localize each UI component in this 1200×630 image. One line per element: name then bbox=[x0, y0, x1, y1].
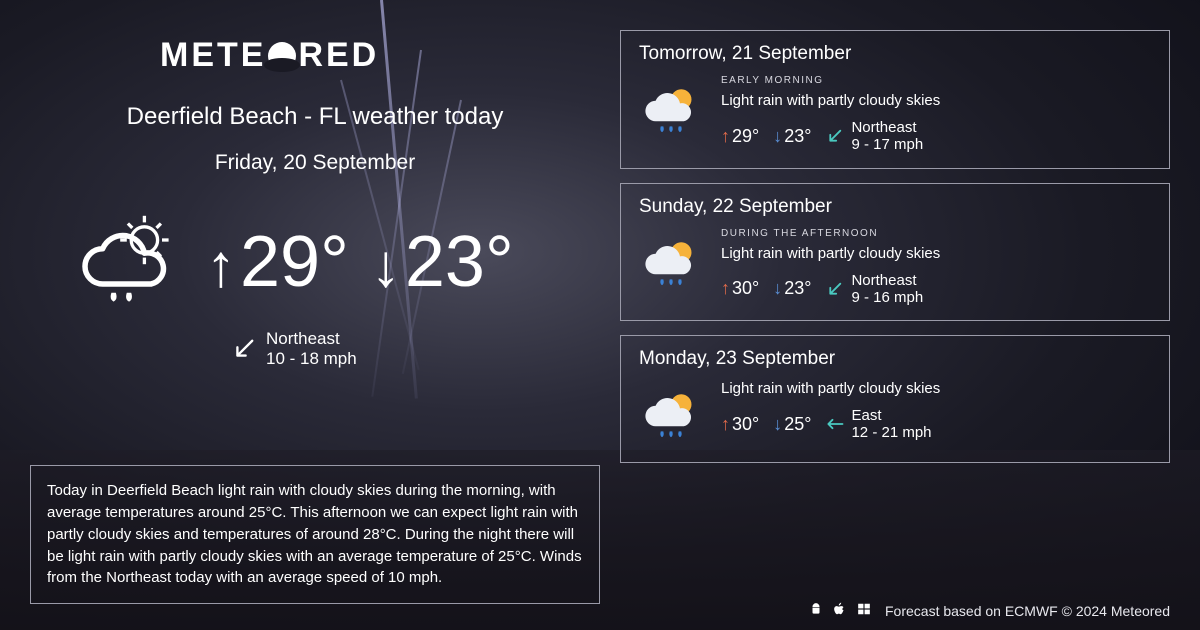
forecast-wind-dir: Northeast bbox=[851, 272, 923, 289]
rain-cloud-sun-icon bbox=[639, 232, 703, 296]
today-wind-speed: 10 - 18 mph bbox=[266, 349, 357, 369]
forecast-wind-speed: 12 - 21 mph bbox=[851, 424, 931, 441]
logo-sun-icon bbox=[268, 42, 296, 70]
forecast-card: Monday, 23 September Light rain with par… bbox=[620, 335, 1170, 463]
forecast-wind: Northeast 9 - 16 mph bbox=[825, 272, 923, 307]
today-wind: Northeast 10 - 18 mph bbox=[30, 329, 600, 370]
forecast-wind-speed: 9 - 17 mph bbox=[851, 136, 923, 153]
brand-logo: METERED bbox=[160, 36, 600, 75]
forecast-card: Tomorrow, 21 September EARLY MORNING Lig… bbox=[620, 30, 1170, 169]
wind-direction-icon bbox=[825, 279, 845, 299]
forecast-high: ↑30° bbox=[721, 278, 759, 299]
current-conditions: ↑29° ↓23° bbox=[30, 207, 600, 317]
forecast-low: ↓23° bbox=[773, 126, 811, 147]
apple-icon bbox=[833, 602, 847, 620]
rain-cloud-sun-icon bbox=[639, 384, 703, 448]
wind-direction-icon bbox=[230, 335, 258, 363]
today-wind-dir: Northeast bbox=[266, 329, 357, 349]
arrow-up-icon: ↑ bbox=[206, 236, 236, 296]
forecast-period: EARLY MORNING bbox=[721, 75, 1151, 86]
forecast-list: Tomorrow, 21 September EARLY MORNING Lig… bbox=[620, 30, 1170, 612]
wind-direction-icon bbox=[825, 126, 845, 146]
forecast-period: DURING THE AFTERNOON bbox=[721, 228, 1151, 239]
forecast-wind-dir: Northeast bbox=[851, 119, 923, 136]
today-description: Today in Deerfield Beach light rain with… bbox=[30, 465, 600, 604]
forecast-wind-speed: 9 - 16 mph bbox=[851, 289, 923, 306]
rain-cloud-sun-icon bbox=[639, 79, 703, 143]
arrow-down-icon: ↓ bbox=[773, 414, 782, 435]
location-title: Deerfield Beach - FL weather today bbox=[30, 103, 600, 131]
forecast-condition: Light rain with partly cloudy skies bbox=[721, 92, 1151, 109]
footer: Forecast based on ECMWF © 2024 Meteored bbox=[809, 602, 1170, 620]
forecast-date: Monday, 23 September bbox=[639, 348, 1151, 370]
arrow-up-icon: ↑ bbox=[721, 126, 730, 147]
forecast-condition: Light rain with partly cloudy skies bbox=[721, 380, 1151, 397]
android-icon bbox=[809, 602, 823, 620]
forecast-wind-dir: East bbox=[851, 407, 931, 424]
wind-direction-icon bbox=[825, 414, 845, 434]
arrow-up-icon: ↑ bbox=[721, 278, 730, 299]
forecast-date: Sunday, 22 September bbox=[639, 196, 1151, 218]
forecast-condition: Light rain with partly cloudy skies bbox=[721, 245, 1151, 262]
footer-attribution: Forecast based on ECMWF © 2024 Meteored bbox=[885, 603, 1170, 619]
forecast-wind: Northeast 9 - 17 mph bbox=[825, 119, 923, 154]
windows-icon bbox=[857, 602, 871, 620]
forecast-high: ↑29° bbox=[721, 126, 759, 147]
forecast-low: ↓25° bbox=[773, 414, 811, 435]
arrow-down-icon: ↓ bbox=[371, 236, 401, 296]
forecast-date: Tomorrow, 21 September bbox=[639, 43, 1151, 65]
today-date: Friday, 20 September bbox=[30, 151, 600, 175]
arrow-down-icon: ↓ bbox=[773, 278, 782, 299]
forecast-high: ↑30° bbox=[721, 414, 759, 435]
forecast-low: ↓23° bbox=[773, 278, 811, 299]
rain-cloud-sun-icon bbox=[74, 207, 184, 317]
today-high: ↑29° bbox=[206, 226, 349, 298]
arrow-down-icon: ↓ bbox=[773, 126, 782, 147]
forecast-wind: East 12 - 21 mph bbox=[825, 407, 931, 442]
forecast-card: Sunday, 22 September DURING THE AFTERNOO… bbox=[620, 183, 1170, 322]
arrow-up-icon: ↑ bbox=[721, 414, 730, 435]
today-low: ↓23° bbox=[371, 226, 514, 298]
